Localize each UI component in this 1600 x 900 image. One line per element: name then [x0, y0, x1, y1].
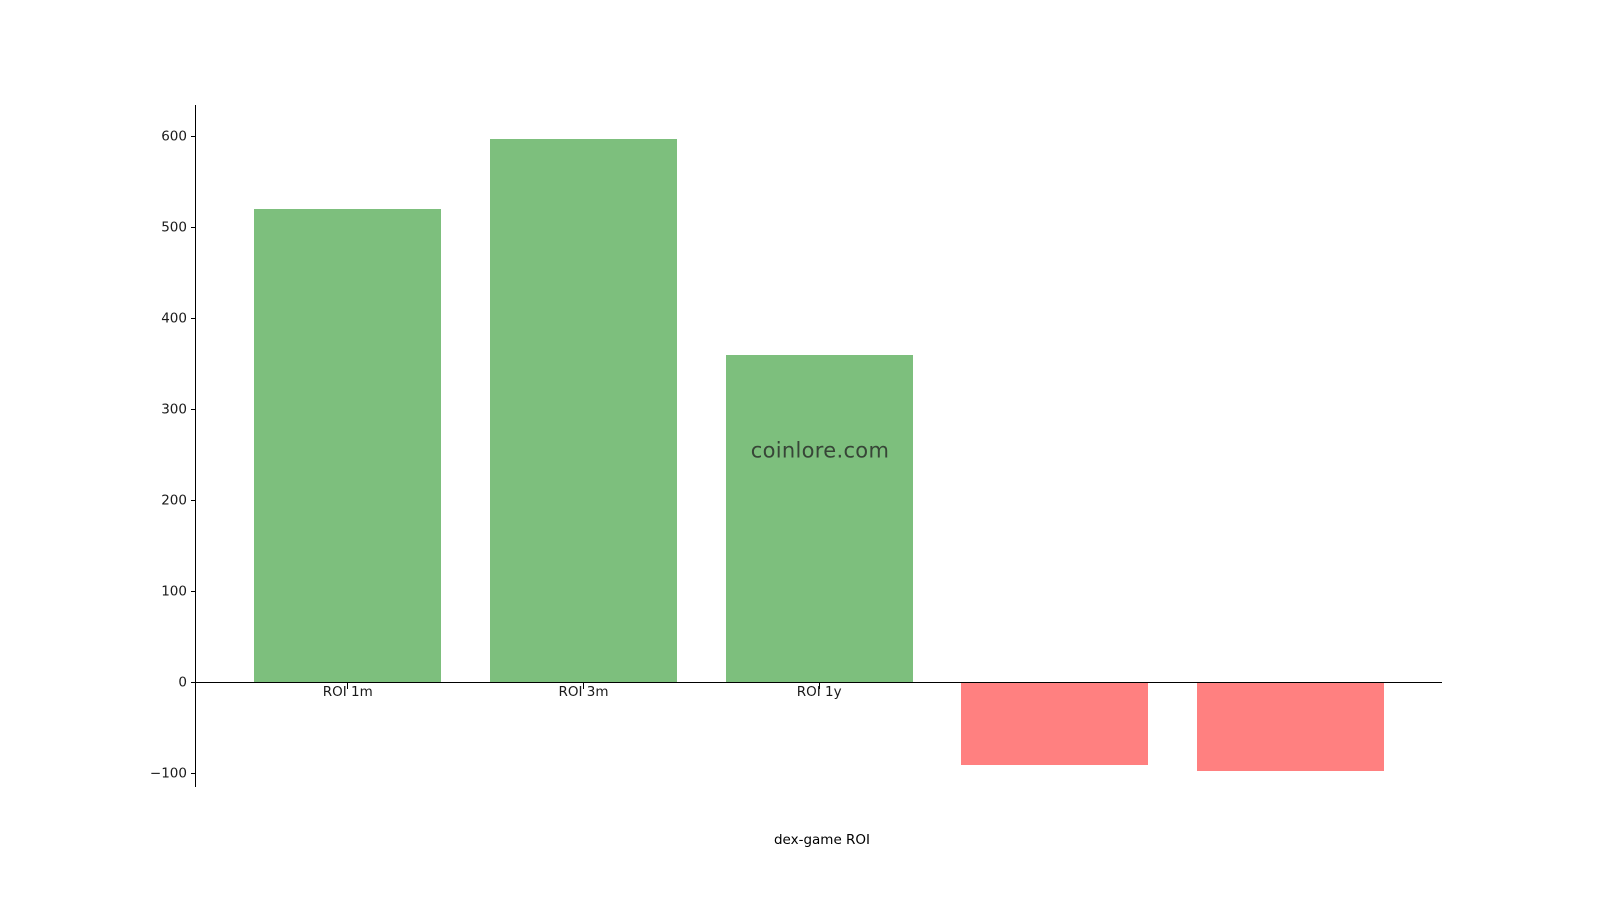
y-tick-label: 200 — [161, 491, 187, 508]
roi-bar-negative — [961, 683, 1149, 766]
y-tick-mark — [190, 590, 196, 593]
y-tick-label: 300 — [161, 400, 187, 417]
y-tick-mark — [190, 408, 196, 411]
y-tick-label: 0 — [178, 673, 187, 690]
y-tick-label: 500 — [161, 218, 187, 235]
roi-bar-positive — [254, 209, 442, 683]
x-axis-title: dex-game ROI — [773, 832, 871, 848]
y-tick-mark — [190, 135, 196, 138]
x-tick-mark — [347, 682, 349, 689]
y-tick-mark — [190, 773, 196, 775]
y-tick-mark — [190, 226, 196, 229]
watermark-text: coinlore.com — [750, 438, 890, 463]
x-tick-label: ROI 1y — [796, 684, 842, 701]
x-tick-mark — [582, 682, 585, 689]
x-tick-mark — [818, 682, 820, 689]
y-tick-label: 600 — [161, 127, 187, 144]
y-tick-mark — [190, 682, 196, 684]
roi-bar-negative — [1197, 683, 1385, 771]
roi-bar-positive — [490, 139, 677, 683]
y-tick-label: 100 — [161, 582, 187, 599]
x-tick-label: ROI 3m — [558, 684, 609, 701]
y-tick-mark — [190, 499, 196, 502]
y-tick-mark — [190, 317, 196, 320]
y-tick-label: −100 — [149, 764, 187, 781]
x-tick-label: ROI 1m — [322, 684, 373, 701]
y-axis-spine — [194, 105, 196, 787]
y-tick-label: 400 — [161, 309, 187, 326]
roi-bar-positive — [725, 354, 913, 683]
